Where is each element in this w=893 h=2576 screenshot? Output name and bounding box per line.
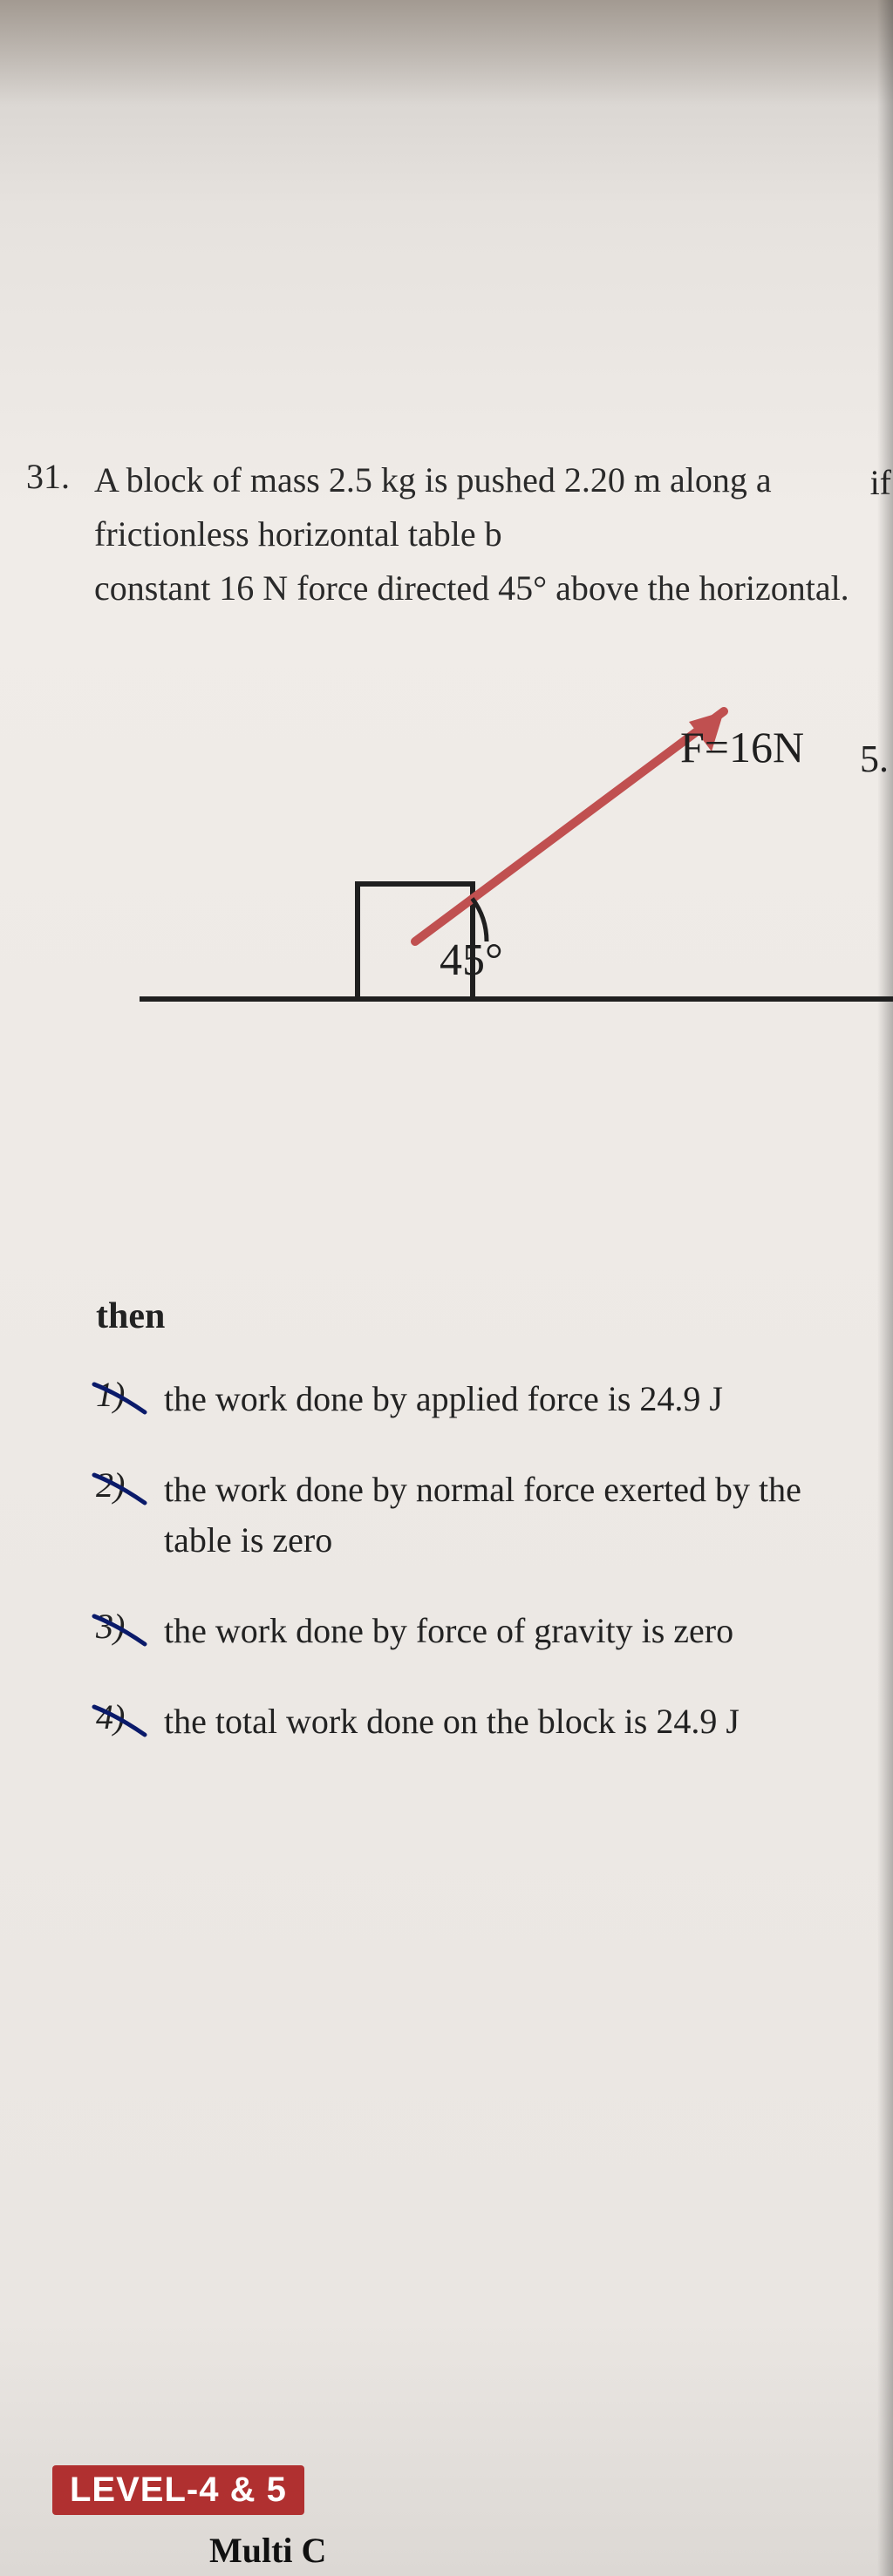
option-text: the total work done on the block is 24.9… (164, 1696, 740, 1747)
question-text: A block of mass 2.5 kg is pushed 2.20 m … (94, 453, 877, 615)
option-number: 1) (96, 1375, 125, 1414)
page-scan: 31. A block of mass 2.5 kg is pushed 2.2… (0, 0, 893, 2576)
multi-cut-label: Multi C (209, 2530, 326, 2571)
question-line-1: A block of mass 2.5 kg is pushed 2.20 m … (94, 460, 772, 554)
angle-label: 45° (440, 935, 503, 985)
option-number-wrap: 2) (96, 1465, 145, 1510)
option-number-wrap: 1) (96, 1374, 145, 1419)
force-vector-line (415, 711, 724, 941)
right-edge-shadow (877, 0, 893, 2576)
option-number: 2) (96, 1465, 125, 1505)
option-text: the work done by normal force exerted by… (164, 1465, 877, 1566)
force-diagram: 45° F=16N (131, 703, 877, 1261)
option-number-wrap: 4) (96, 1696, 145, 1742)
question-block: 31. A block of mass 2.5 kg is pushed 2.2… (26, 453, 877, 615)
option-text: the work done by force of gravity is zer… (164, 1606, 733, 1656)
option-row: 4) the total work done on the block is 24… (96, 1696, 877, 1747)
options-list: 1) the work done by applied force is 24.9… (96, 1374, 877, 1747)
option-number: 3) (96, 1607, 125, 1646)
then-label: then (96, 1295, 877, 1337)
margin-cutoff-text: if (870, 462, 891, 503)
question-number: 31. (26, 453, 78, 500)
question-line-2: constant 16 N force directed 45° above t… (94, 568, 849, 608)
option-row: 1) the work done by applied force is 24.9… (96, 1374, 877, 1424)
level-badge: LEVEL-4 & 5 (52, 2465, 304, 2515)
option-number: 4) (96, 1697, 125, 1737)
option-row: 2) the work done by normal force exerted … (96, 1465, 877, 1566)
force-label: F=16N (680, 723, 804, 771)
diagram-svg: 45° F=16N (131, 703, 893, 1156)
top-shadow (0, 0, 893, 105)
option-number-wrap: 3) (96, 1606, 145, 1651)
option-row: 3) the work done by force of gravity is z… (96, 1606, 877, 1656)
option-text: the work done by applied force is 24.9 J (164, 1374, 723, 1424)
